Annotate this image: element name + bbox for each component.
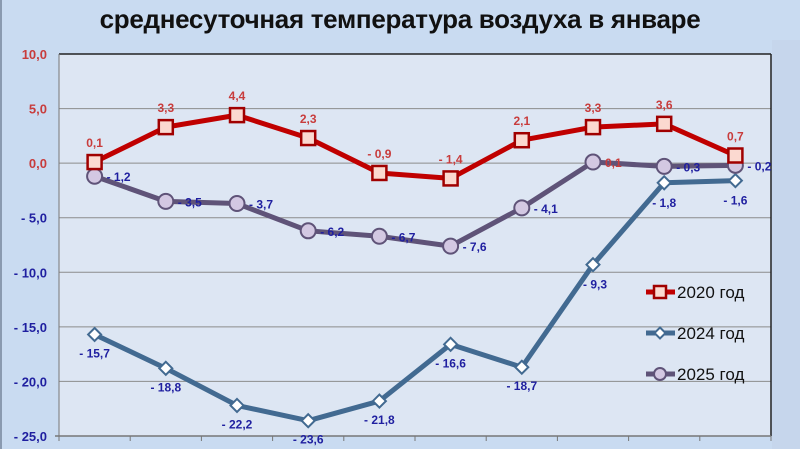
circle-marker-icon — [228, 195, 246, 213]
square-marker-icon — [86, 153, 103, 171]
y-tick-label: - 20,0 — [14, 374, 47, 389]
data-label: - 3,5 — [178, 195, 202, 209]
square-marker-icon — [442, 170, 459, 187]
data-label: - 1,2 — [107, 170, 131, 184]
data-label: 0,7 — [727, 130, 744, 144]
data-label: - 7,6 — [463, 240, 487, 254]
legend-item-2020[interactable]: 2020 год — [646, 283, 744, 302]
diamond-marker-icon — [727, 172, 744, 189]
y-tick-label: 10,0 — [22, 47, 47, 62]
data-label: 0,1 — [605, 156, 622, 170]
circle-marker-icon — [157, 192, 175, 210]
data-label: - 18,7 — [506, 379, 537, 393]
data-label: 0,1 — [86, 136, 103, 150]
series-2024: - 15,7 - 18,8 - 22,2 - 23,6 - 21,8 - 16,6 - 18… — [79, 172, 748, 447]
square-marker-icon — [157, 118, 175, 136]
y-tick-label: - 15,0 — [14, 320, 47, 335]
series-2020: 0,1 3,3 4,4 2,3 - 0,9 - 1,4 2,1 3,3 3,6 0,7 — [86, 89, 744, 187]
legend-label: 2020 год — [677, 283, 744, 302]
legend: 2020 год 2024 год 2025 год — [646, 283, 744, 384]
legend-item-2024[interactable]: 2024 год — [646, 324, 744, 343]
diamond-marker-icon — [300, 412, 317, 429]
data-label: - 22,2 — [222, 417, 253, 431]
data-label: - 18,8 — [150, 380, 181, 394]
data-label: - 21,8 — [364, 413, 395, 427]
data-label: 2,3 — [300, 112, 317, 126]
y-tick-label: - 10,0 — [14, 265, 47, 280]
data-label: - 15,7 — [79, 346, 110, 360]
series-line — [93, 112, 737, 181]
square-marker-icon — [228, 106, 246, 124]
data-label: 3,3 — [585, 101, 602, 115]
diamond-marker-icon — [229, 397, 245, 414]
data-label: 3,3 — [157, 101, 174, 115]
data-label: - 1,8 — [652, 196, 676, 210]
y-tick-label: 5,0 — [29, 102, 47, 117]
diamond-marker-icon — [653, 326, 667, 340]
data-label: - 1,6 — [723, 194, 747, 208]
circle-marker-icon — [299, 222, 317, 240]
chart-title: среднесуточная температура воздуха в янв… — [99, 4, 701, 34]
diamond-marker-icon — [513, 359, 530, 376]
data-label: - 23,6 — [293, 433, 324, 447]
square-marker-icon — [727, 147, 744, 164]
circle-marker-icon — [442, 237, 460, 255]
circle-marker-icon — [86, 167, 104, 185]
data-label: - 16,6 — [435, 356, 466, 370]
diamond-marker-icon — [86, 326, 103, 343]
legend-item-2025[interactable]: 2025 год — [646, 365, 744, 384]
circle-marker-icon — [370, 227, 388, 245]
series-line — [93, 178, 736, 424]
square-marker-icon — [652, 284, 668, 300]
square-marker-icon — [299, 129, 317, 147]
data-label: - 0,9 — [367, 147, 391, 161]
diamond-marker-icon — [442, 336, 459, 353]
series-line — [93, 159, 736, 249]
diamond-marker-icon — [157, 360, 174, 377]
circle-marker-icon — [513, 199, 531, 217]
data-label: 4,4 — [229, 89, 246, 103]
y-tick-label: 0,0 — [29, 156, 47, 171]
right-margin — [772, 40, 800, 449]
diamond-marker-icon — [585, 256, 601, 273]
diamond-marker-icon — [656, 174, 673, 191]
square-marker-icon — [371, 164, 388, 182]
data-label: - 6,7 — [391, 230, 415, 244]
legend-label: 2024 год — [677, 324, 744, 343]
circle-marker-icon — [655, 157, 673, 175]
circle-marker-icon — [584, 153, 602, 171]
diamond-marker-icon — [371, 393, 388, 409]
legend-label: 2025 год — [677, 365, 744, 384]
data-label: - 9,3 — [583, 278, 607, 292]
data-label: - 3,7 — [249, 198, 273, 212]
data-label: - 0,2 — [747, 159, 771, 173]
data-label: 3,6 — [656, 98, 673, 112]
series-2025: - 1,2 - 3,5 - 3,7 - 6,2 - 6,7 - 7,6 - 4,1 0,1 - … — [86, 153, 772, 255]
data-label: - 6,2 — [320, 225, 344, 239]
square-marker-icon — [655, 115, 673, 133]
data-label: - 0,3 — [676, 160, 700, 174]
y-tick-label: - 5,0 — [21, 211, 47, 226]
circle-marker-icon — [653, 367, 667, 381]
data-label: 2,1 — [513, 114, 530, 128]
square-marker-icon — [584, 118, 602, 136]
square-marker-icon — [513, 131, 531, 149]
data-label: - 1,4 — [439, 152, 463, 166]
data-label: - 4,1 — [534, 202, 558, 216]
y-tick-label: - 25,0 — [14, 429, 47, 444]
